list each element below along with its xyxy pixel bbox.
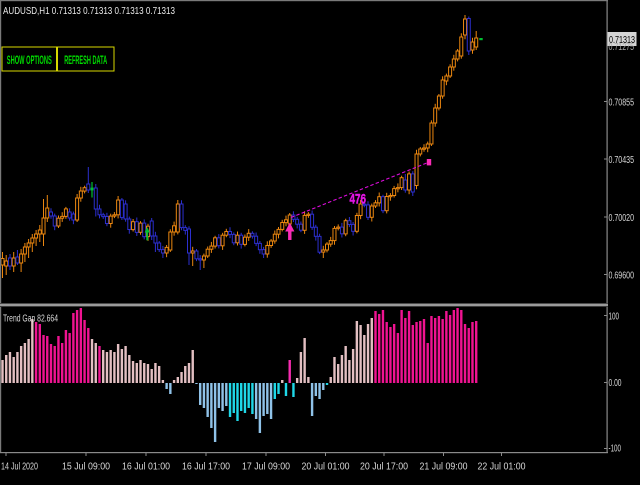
- svg-text:17 Jul 09:00: 17 Jul 09:00: [242, 462, 290, 473]
- svg-text:476: 476: [350, 191, 367, 207]
- svg-text:0.69600: 0.69600: [609, 271, 635, 282]
- svg-text:0.71313: 0.71313: [609, 34, 635, 46]
- svg-text:100: 100: [609, 311, 620, 322]
- svg-text:SHOW OPTIONS: SHOW OPTIONS: [7, 53, 52, 67]
- svg-text:15 Jul 09:00: 15 Jul 09:00: [62, 462, 110, 473]
- svg-text:0.70020: 0.70020: [609, 213, 635, 224]
- svg-text:0.71275: 0.71275: [609, 42, 635, 53]
- svg-text:-100: -100: [609, 444, 622, 455]
- svg-text:20 Jul 01:00: 20 Jul 01:00: [302, 462, 350, 473]
- svg-text:20 Jul 17:00: 20 Jul 17:00: [360, 462, 408, 473]
- svg-text:REFRESH DATA: REFRESH DATA: [64, 53, 107, 67]
- svg-text:16 Jul 01:00: 16 Jul 01:00: [122, 462, 170, 473]
- svg-text:0.00: 0.00: [609, 378, 622, 389]
- svg-text:Trend Gap 82.664: Trend Gap 82.664: [3, 314, 58, 325]
- svg-text:0.70435: 0.70435: [609, 155, 635, 166]
- svg-text:16 Jul 17:00: 16 Jul 17:00: [182, 462, 230, 473]
- svg-text:0.70855: 0.70855: [609, 98, 635, 109]
- svg-text:21 Jul 09:00: 21 Jul 09:00: [420, 462, 468, 473]
- svg-text:22 Jul 01:00: 22 Jul 01:00: [478, 462, 526, 473]
- svg-text:14 Jul 2020: 14 Jul 2020: [1, 462, 38, 473]
- svg-text:AUDUSD,H1 0.71313 0.71313 0.: AUDUSD,H1 0.71313 0.71313 0.71313 0.7131…: [3, 5, 175, 17]
